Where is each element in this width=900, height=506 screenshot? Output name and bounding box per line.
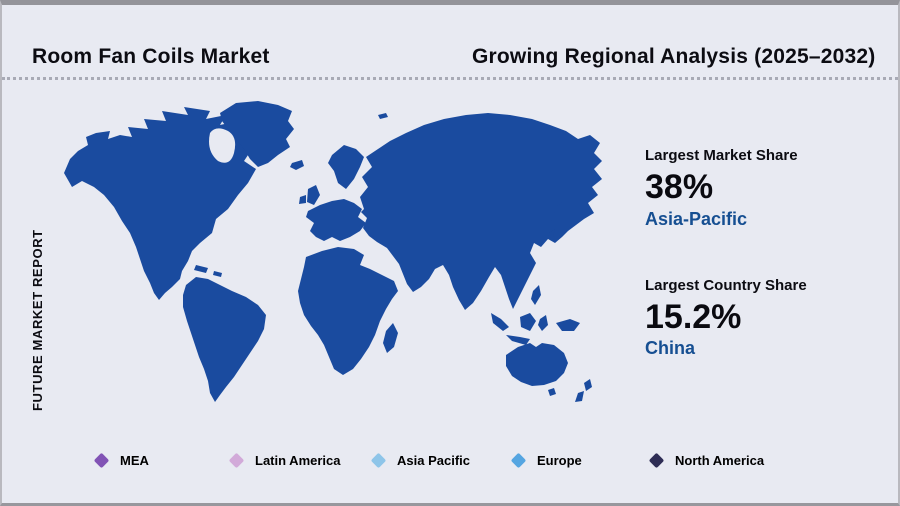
legend-item-latin-america: Latin America xyxy=(228,452,341,469)
header-divider xyxy=(2,77,898,80)
world-map xyxy=(62,93,622,407)
legend-label: Asia Pacific xyxy=(397,453,470,468)
page-subtitle: Growing Regional Analysis (2025–2032) xyxy=(472,45,876,68)
legend-marker-icon xyxy=(93,452,110,469)
legend-label: Europe xyxy=(537,453,582,468)
stat-country-share: Largest Country Share 15.2% China xyxy=(645,277,885,360)
legend-marker-icon xyxy=(648,452,665,469)
stat-label: Largest Country Share xyxy=(645,276,807,294)
stat-value: 38% xyxy=(645,168,714,206)
legend-marker-icon xyxy=(370,452,387,469)
legend-label: Latin America xyxy=(255,453,341,468)
stat-market-share: Largest Market Share 38% Asia-Pacific xyxy=(645,147,885,230)
legend-item-mea: MEA xyxy=(93,452,149,469)
legend-label: MEA xyxy=(120,453,149,468)
stat-value: 15.2% xyxy=(645,297,742,336)
page-title: Room Fan Coils Market xyxy=(32,45,270,68)
stats-panel: Largest Market Share 38% Asia-Pacific La… xyxy=(645,147,885,359)
brand-watermark: FUTURE MARKET REPORT xyxy=(30,229,45,411)
legend-label: North America xyxy=(675,453,765,468)
stat-label: Largest Market Share xyxy=(645,147,798,164)
world-map-svg xyxy=(64,101,602,402)
legend-item-europe: Europe xyxy=(510,452,582,469)
legend-item-asia-pacific: Asia Pacific xyxy=(370,452,470,469)
legend-item-north-america: North America xyxy=(648,452,765,469)
stat-region: China xyxy=(645,338,696,359)
stat-region: Asia-Pacific xyxy=(645,208,748,229)
legend-marker-icon xyxy=(228,452,245,469)
legend-marker-icon xyxy=(510,452,527,469)
